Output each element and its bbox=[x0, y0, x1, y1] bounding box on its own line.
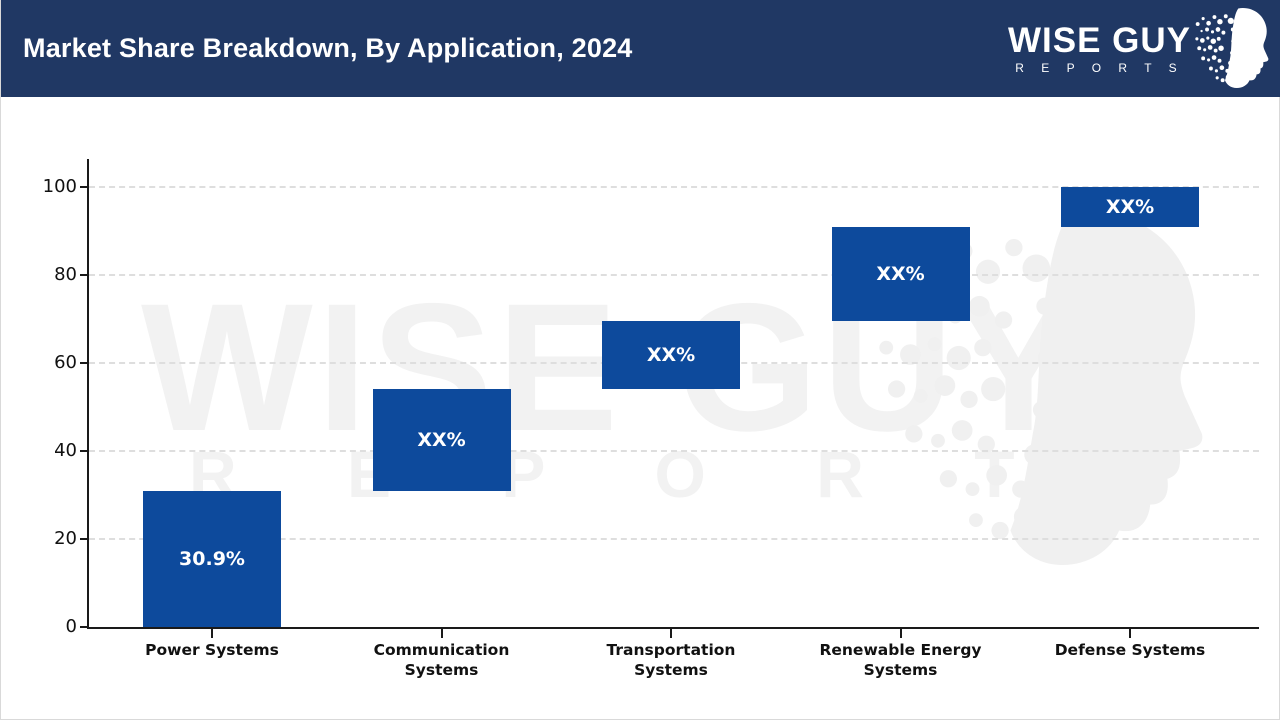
wiseguy-logo: WISE GUY R E P O R T S bbox=[1008, 6, 1271, 92]
x-axis-category-label: Defense Systems bbox=[1054, 641, 1206, 659]
bar-value-label: 30.9% bbox=[179, 548, 245, 570]
gridline bbox=[89, 450, 1259, 452]
x-axis-tick bbox=[211, 629, 213, 638]
y-axis-tick-label: 100 bbox=[42, 176, 77, 197]
bar-value-label: XX% bbox=[646, 344, 696, 367]
y-axis-tick bbox=[80, 362, 89, 364]
bar-renewable-energy-systems: XX% bbox=[831, 226, 970, 322]
x-axis-tick bbox=[1129, 629, 1131, 638]
logo-face-icon bbox=[1195, 7, 1269, 88]
bar-value-label: XX% bbox=[876, 262, 925, 285]
y-axis-tick bbox=[80, 186, 89, 188]
x-axis-category-label: Communication Systems bbox=[373, 641, 510, 679]
plot-area: 0 20 40 60 80 100 30.9% Power Systems XX% Communi… bbox=[1, 97, 1280, 720]
y-axis-tick-label: 80 bbox=[54, 264, 77, 285]
x-axis-category-label: Transportation Systems bbox=[606, 641, 736, 679]
y-axis-tick-label: 20 bbox=[54, 528, 77, 549]
bar-defense-systems: XX% bbox=[1061, 187, 1199, 227]
x-axis-tick bbox=[670, 629, 672, 638]
bar-transportation-systems: XX% bbox=[602, 321, 740, 390]
logo-wordmark-text: WISE GUY bbox=[1007, 20, 1191, 60]
gridline bbox=[89, 274, 1259, 276]
x-axis-spine bbox=[87, 627, 1259, 629]
y-axis-tick bbox=[80, 626, 89, 628]
bar-communication-systems: XX% bbox=[372, 389, 511, 492]
x-axis-category-label: Renewable Energy Systems bbox=[819, 641, 982, 679]
y-axis-tick-label: 60 bbox=[54, 352, 77, 373]
y-axis-tick-label: 40 bbox=[54, 440, 77, 461]
bar-power-systems: 30.9% bbox=[143, 491, 281, 627]
x-axis-tick bbox=[440, 629, 443, 638]
bar-value-label: XX% bbox=[417, 429, 466, 452]
gridline bbox=[89, 538, 1259, 540]
y-axis-tick bbox=[80, 538, 89, 540]
gridline bbox=[89, 186, 1259, 188]
x-axis-tick bbox=[899, 629, 902, 638]
y-axis-tick bbox=[80, 450, 89, 452]
page-title: Market Share Breakdown, By Application, … bbox=[23, 33, 633, 63]
y-axis-spine bbox=[87, 159, 89, 629]
y-axis-tick bbox=[80, 274, 89, 276]
bar-value-label: XX% bbox=[1105, 195, 1155, 218]
logo-wordmark: WISE GUY R E P O R T S bbox=[1008, 23, 1191, 75]
header-bar: Market Share Breakdown, By Application, … bbox=[1, 0, 1280, 97]
logo-subtext: R E P O R T S bbox=[1015, 60, 1184, 75]
x-axis-category-label: Power Systems bbox=[145, 641, 279, 659]
y-axis-tick-label: 0 bbox=[65, 616, 77, 637]
